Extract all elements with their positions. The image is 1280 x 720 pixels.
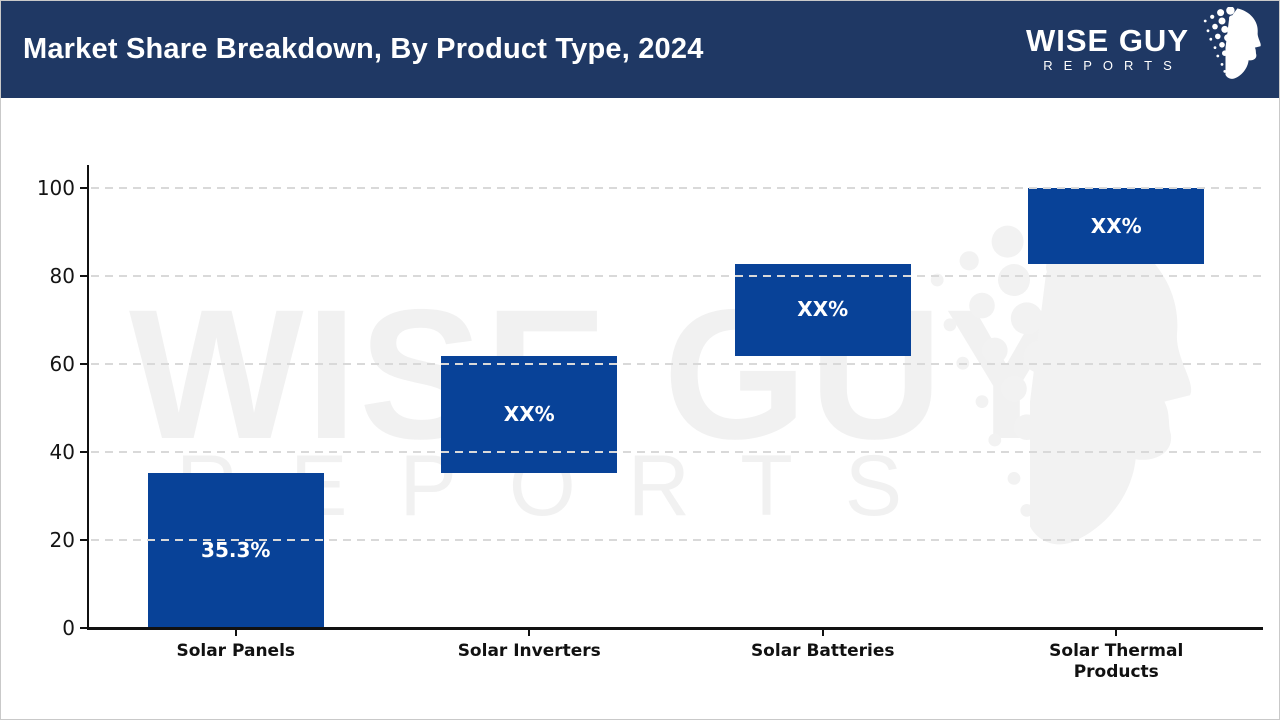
x-category-label: Solar Batteries — [750, 641, 895, 661]
y-tick-label: 20 — [49, 528, 75, 552]
bar-solar-batteries — [734, 264, 911, 357]
y-tick-label: 60 — [49, 352, 75, 376]
logo-head-icon — [1193, 7, 1265, 91]
y-tick-label: 100 — [36, 176, 75, 200]
bar-value-label: XX% — [503, 402, 555, 427]
bar-value-label: 35.3% — [201, 537, 271, 562]
y-axis-line — [87, 165, 89, 630]
bar-solar-inverters — [441, 356, 618, 473]
gridline-60 — [91, 363, 1263, 365]
x-category-label: Solar Thermal Products — [1049, 641, 1184, 682]
x-tick — [1115, 629, 1118, 636]
gridline-40 — [91, 451, 1263, 453]
watermark-head-graphic — [886, 216, 1206, 600]
wiseguy-logo: WISE GUY REPORTS — [1026, 7, 1265, 91]
y-tick-80 — [80, 275, 88, 277]
y-tick-20 — [80, 539, 88, 541]
gridline-100 — [91, 187, 1263, 189]
page-title: Market Share Breakdown, By Product Type,… — [23, 33, 704, 65]
bar-value-label: XX% — [797, 297, 849, 322]
y-tick-label: 0 — [62, 616, 75, 640]
logo-text: WISE GUY REPORTS — [1026, 24, 1189, 74]
x-category-label: Solar Panels — [176, 641, 296, 661]
x-tick — [234, 629, 237, 636]
y-tick-40 — [80, 451, 88, 453]
gridline-80 — [91, 275, 1263, 277]
bar-solar-panels — [147, 472, 324, 628]
x-tick — [528, 629, 531, 636]
y-tick-label: 40 — [49, 440, 75, 464]
x-tick — [821, 629, 824, 636]
y-tick-100 — [80, 187, 88, 189]
logo-subtext: REPORTS — [1043, 58, 1183, 73]
x-category-label: Solar Inverters — [457, 641, 601, 661]
x-axis-line — [87, 627, 1263, 630]
header: Market Share Breakdown, By Product Type,… — [1, 1, 1279, 98]
y-tick-label: 80 — [49, 264, 75, 288]
y-tick-0 — [80, 627, 88, 629]
gridline-20 — [91, 539, 1263, 541]
y-tick-60 — [80, 363, 88, 365]
bar-value-label: XX% — [1090, 214, 1142, 238]
bar-solar-thermal-products — [1028, 188, 1205, 265]
logo-wordmark: WISE GUY — [1025, 23, 1189, 58]
